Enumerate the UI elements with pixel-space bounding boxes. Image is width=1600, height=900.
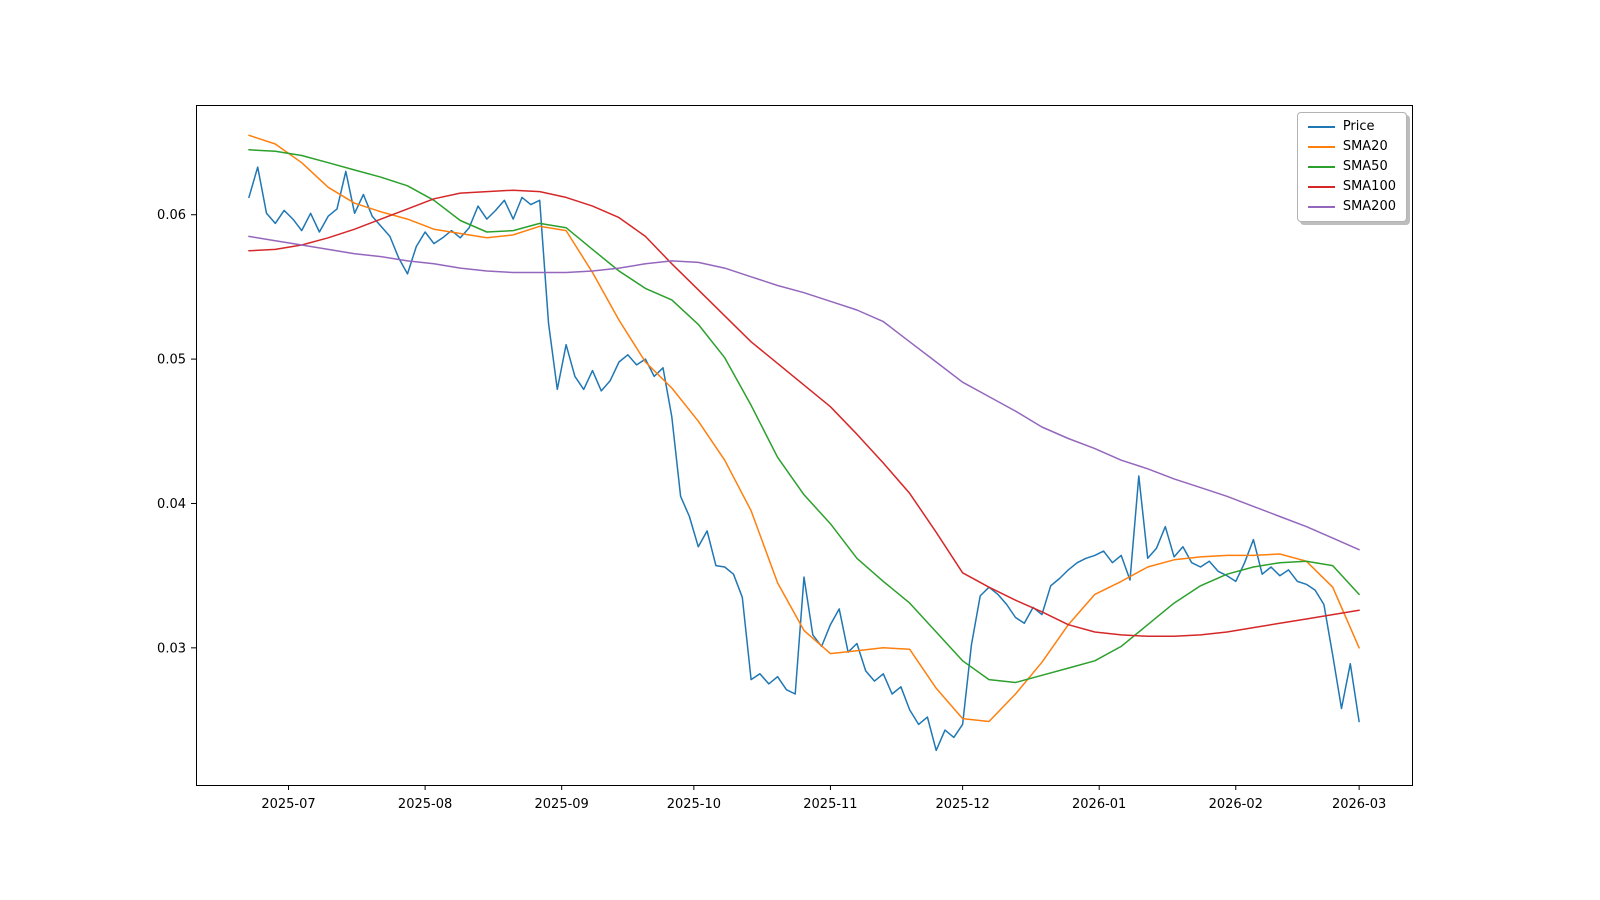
legend-entry-sma20: SMA20	[1307, 139, 1396, 154]
legend-entry-sma100: SMA100	[1307, 179, 1396, 194]
legend-line-sample	[1307, 206, 1335, 208]
y-axis-tick-label: 0.04	[157, 497, 186, 512]
legend-line-sample	[1307, 186, 1335, 188]
x-axis-tick-label: 2025-08	[398, 797, 452, 812]
x-axis-tick-label: 2026-03	[1332, 797, 1386, 812]
legend: Price SMA20 SMA50 SMA100 SMA200	[1296, 112, 1407, 222]
series-line-sma50	[248, 149, 1360, 684]
y-axis-tick-label: 0.03	[157, 641, 186, 656]
legend-entry-price: Price	[1307, 119, 1396, 134]
y-axis-tick-label: 0.05	[157, 353, 186, 368]
legend-entry-label: SMA200	[1342, 199, 1396, 214]
legend-line-sample	[1307, 166, 1335, 168]
x-axis-tick-label: 2026-02	[1209, 797, 1263, 812]
legend-entry-sma50: SMA50	[1307, 159, 1396, 174]
x-axis-tick-label: 2025-10	[667, 797, 721, 812]
x-axis-tick-label: 2025-11	[803, 797, 857, 812]
legend-line-sample	[1307, 146, 1335, 148]
legend-entry-label: SMA50	[1342, 159, 1388, 174]
legend-entry-label: Price	[1342, 119, 1375, 134]
x-axis-tick-label: 2026-01	[1072, 797, 1126, 812]
x-axis-tick-label: 2025-09	[535, 797, 589, 812]
x-axis-tick-label: 2025-07	[261, 797, 315, 812]
legend-entry-label: SMA20	[1342, 139, 1388, 154]
legend-entry-label: SMA100	[1342, 179, 1396, 194]
x-axis-tick-label: 2025-12	[935, 797, 989, 812]
axes-frame	[196, 105, 1413, 786]
legend-line-sample	[1307, 126, 1335, 128]
legend-entry-sma200: SMA200	[1307, 199, 1396, 214]
series-line-price	[248, 166, 1360, 752]
series-line-sma20	[248, 134, 1360, 723]
series-line-sma200	[248, 235, 1360, 551]
series-line-sma100	[248, 189, 1360, 638]
y-axis-tick-label: 0.06	[157, 208, 186, 223]
